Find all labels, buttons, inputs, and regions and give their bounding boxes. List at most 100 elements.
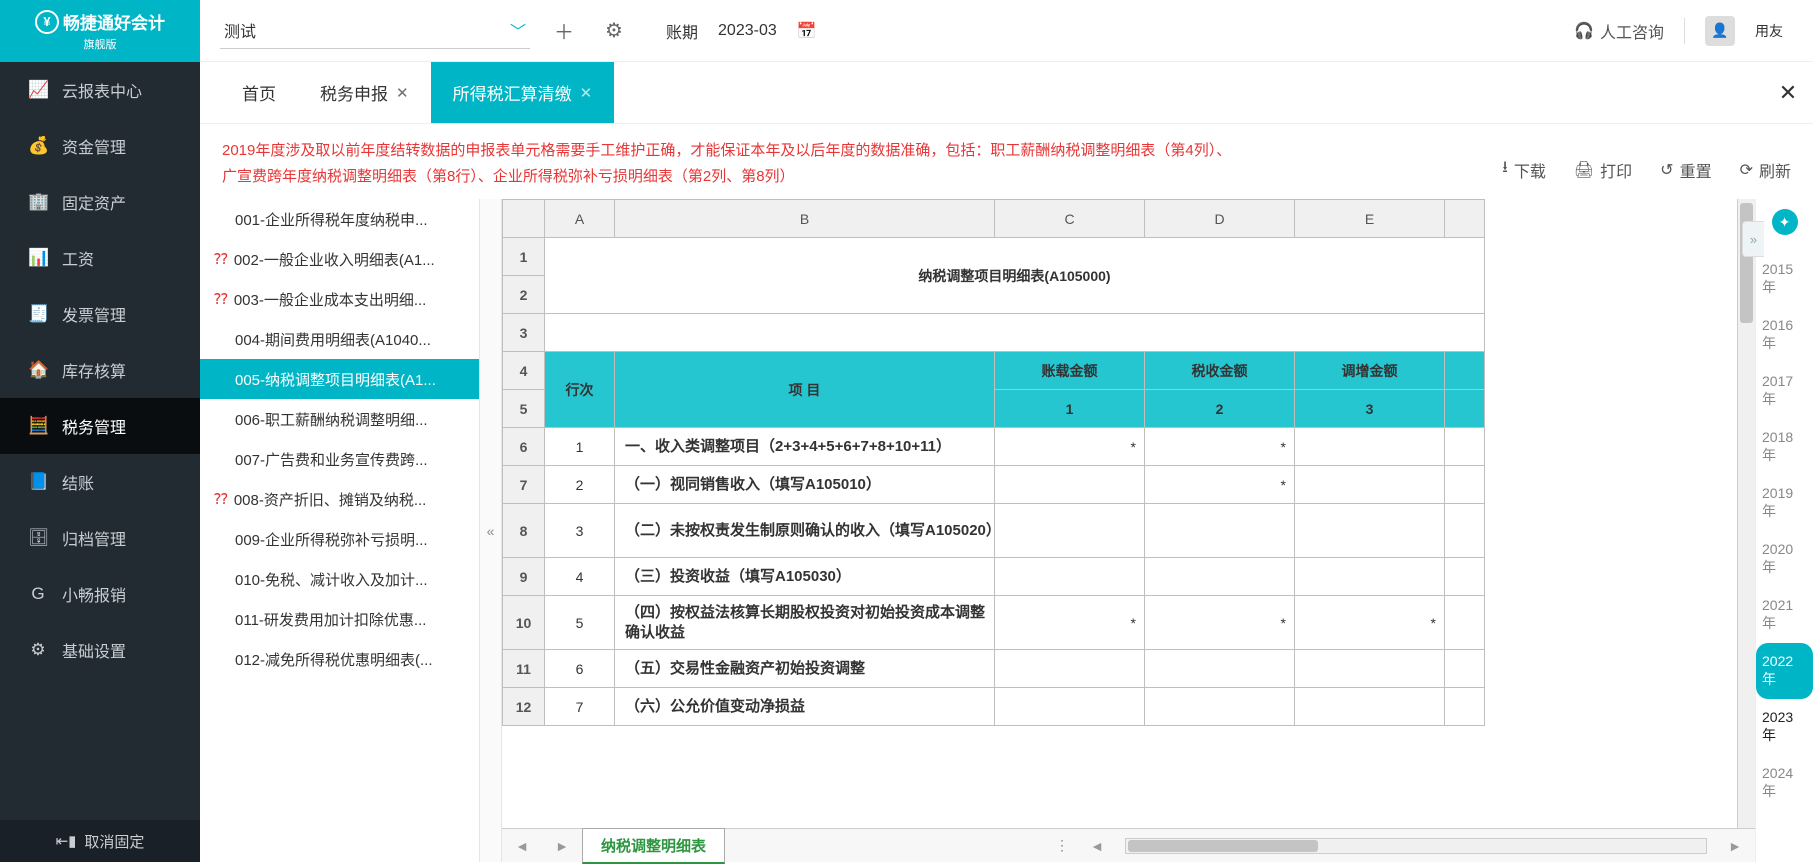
tree-item[interactable]: 009-企业所得税弥补亏损明...	[200, 519, 479, 559]
col-header[interactable]: E	[1295, 200, 1445, 238]
tree-item[interactable]: 011-研发费用加计扣除优惠...	[200, 599, 479, 639]
year-item[interactable]: 2018年	[1756, 419, 1813, 475]
hscroll-left[interactable]: ◄	[1077, 838, 1117, 854]
user-name[interactable]: 用友	[1755, 21, 1783, 41]
cell[interactable]	[995, 650, 1145, 688]
cell[interactable]	[1445, 504, 1485, 558]
row-header[interactable]: 8	[503, 504, 545, 558]
cell[interactable]	[1295, 466, 1445, 504]
cell[interactable]: 5	[545, 596, 615, 650]
cell[interactable]: 一、收入类调整项目（2+3+4+5+6+7+8+10+11）	[615, 428, 995, 466]
tree-item[interactable]: 012-减免所得税优惠明细表(...	[200, 639, 479, 679]
tree-collapse-handle[interactable]: «	[480, 199, 502, 862]
cell[interactable]: （一）视同销售收入（填写A105010）	[615, 466, 995, 504]
cell[interactable]	[1295, 650, 1445, 688]
tab[interactable]: 所得税汇算清缴✕	[431, 62, 615, 123]
cell[interactable]: *	[1145, 466, 1295, 504]
sheet-menu-icon[interactable]: ⋮	[1055, 837, 1071, 854]
sidebar-item[interactable]: 🗄归档管理	[0, 510, 200, 566]
row-header[interactable]: 2	[503, 276, 545, 314]
reset-button[interactable]: ↺重置	[1660, 158, 1711, 182]
cell[interactable]: 3	[545, 504, 615, 558]
year-item[interactable]: 2022年	[1756, 643, 1813, 699]
hscroll-right[interactable]: ►	[1715, 838, 1755, 854]
sidebar-item[interactable]: 💰资金管理	[0, 118, 200, 174]
sidebar-item[interactable]: 🧾发票管理	[0, 286, 200, 342]
year-item[interactable]: 2024年	[1756, 755, 1813, 811]
year-item[interactable]: 2023年	[1756, 699, 1813, 755]
sidebar-item[interactable]: G小畅报销	[0, 566, 200, 622]
cell[interactable]	[1145, 558, 1295, 596]
tab[interactable]: 首页	[220, 62, 298, 123]
cell[interactable]	[1295, 688, 1445, 726]
cell[interactable]: （三）投资收益（填写A105030）	[615, 558, 995, 596]
support-button[interactable]: 🎧 人工咨询	[1574, 19, 1664, 43]
row-header[interactable]: 3	[503, 314, 545, 352]
sidebar-item[interactable]: 🧮税务管理	[0, 398, 200, 454]
tree-item[interactable]: 006-职工薪酬纳税调整明细...	[200, 399, 479, 439]
cell[interactable]	[1295, 504, 1445, 558]
row-header[interactable]: 4	[503, 352, 545, 390]
cell[interactable]	[995, 466, 1145, 504]
cell[interactable]: （四）按权益法核算长期股权投资对初始投资成本调整确认收益	[615, 596, 995, 650]
spreadsheet[interactable]: ABCDE1纳税调整项目明细表(A105000)234行次项 目账载金额税收金额…	[502, 199, 1755, 828]
year-item[interactable]: 2017年	[1756, 363, 1813, 419]
cell[interactable]	[1445, 596, 1485, 650]
cell[interactable]	[1295, 558, 1445, 596]
sidebar-item[interactable]: 📘结账	[0, 454, 200, 510]
sheet-tab[interactable]: 纳税调整明细表	[582, 828, 725, 864]
download-button[interactable]: ⭳下载	[1502, 156, 1546, 183]
tree-item[interactable]: 005-纳税调整项目明细表(A1...	[200, 359, 479, 399]
print-button[interactable]: 🖨打印	[1574, 158, 1632, 182]
year-item[interactable]: 2015年	[1756, 251, 1813, 307]
year-item[interactable]: 2021年	[1756, 587, 1813, 643]
col-header[interactable]: D	[1145, 200, 1295, 238]
cell[interactable]: *	[995, 428, 1145, 466]
row-header[interactable]: 7	[503, 466, 545, 504]
sidebar-item[interactable]: 🏠库存核算	[0, 342, 200, 398]
cell[interactable]: 1	[545, 428, 615, 466]
tree-item[interactable]: 007-广告费和业务宣传费跨...	[200, 439, 479, 479]
cell[interactable]: 4	[545, 558, 615, 596]
row-header[interactable]: 10	[503, 596, 545, 650]
tree-item[interactable]: ⁇002-一般企业收入明细表(A1...	[200, 239, 479, 279]
cell[interactable]: *	[1145, 596, 1295, 650]
tree-item[interactable]: 001-企业所得税年度纳税申...	[200, 199, 479, 239]
cell[interactable]: 6	[545, 650, 615, 688]
cell[interactable]: *	[1295, 596, 1445, 650]
tree-item[interactable]: 004-期间费用明细表(A1040...	[200, 319, 479, 359]
tab[interactable]: 税务申报✕	[298, 62, 431, 123]
sheet-nav-next[interactable]: ►	[542, 838, 582, 854]
tree-item[interactable]: ⁇008-资产折旧、摊销及纳税...	[200, 479, 479, 519]
cell[interactable]	[1145, 650, 1295, 688]
sidebar-item[interactable]: 📊工资	[0, 230, 200, 286]
tab-close-icon[interactable]: ✕	[580, 84, 593, 102]
cell[interactable]	[995, 688, 1145, 726]
cell[interactable]	[1295, 428, 1445, 466]
cell[interactable]: 7	[545, 688, 615, 726]
col-header[interactable]: A	[545, 200, 615, 238]
cell[interactable]	[1445, 688, 1485, 726]
cell[interactable]: （六）公允价值变动净损益	[615, 688, 995, 726]
sidebar-item[interactable]: ⚙基础设置	[0, 622, 200, 678]
rail-expand-handle[interactable]: »	[1742, 221, 1764, 257]
year-item[interactable]: 2020年	[1756, 531, 1813, 587]
period-value[interactable]: 2023-03	[710, 18, 785, 44]
col-header[interactable]: C	[995, 200, 1145, 238]
row-header[interactable]: 11	[503, 650, 545, 688]
sidebar-unpin[interactable]: ⇤▮ 取消固定	[0, 820, 200, 862]
tab-close-icon[interactable]: ✕	[396, 84, 409, 102]
sidebar-item[interactable]: 🏢固定资产	[0, 174, 200, 230]
avatar[interactable]: 👤	[1705, 16, 1735, 46]
row-header[interactable]: 1	[503, 238, 545, 276]
cell[interactable]	[995, 558, 1145, 596]
year-item[interactable]: 2019年	[1756, 475, 1813, 531]
cell[interactable]: *	[1145, 428, 1295, 466]
cell[interactable]	[1445, 428, 1485, 466]
year-item[interactable]: 2016年	[1756, 307, 1813, 363]
sidebar-item[interactable]: 📈云报表中心	[0, 62, 200, 118]
cell[interactable]: *	[995, 596, 1145, 650]
col-header[interactable]: B	[615, 200, 995, 238]
cell[interactable]	[1145, 688, 1295, 726]
sheet-nav-prev[interactable]: ◄	[502, 838, 542, 854]
